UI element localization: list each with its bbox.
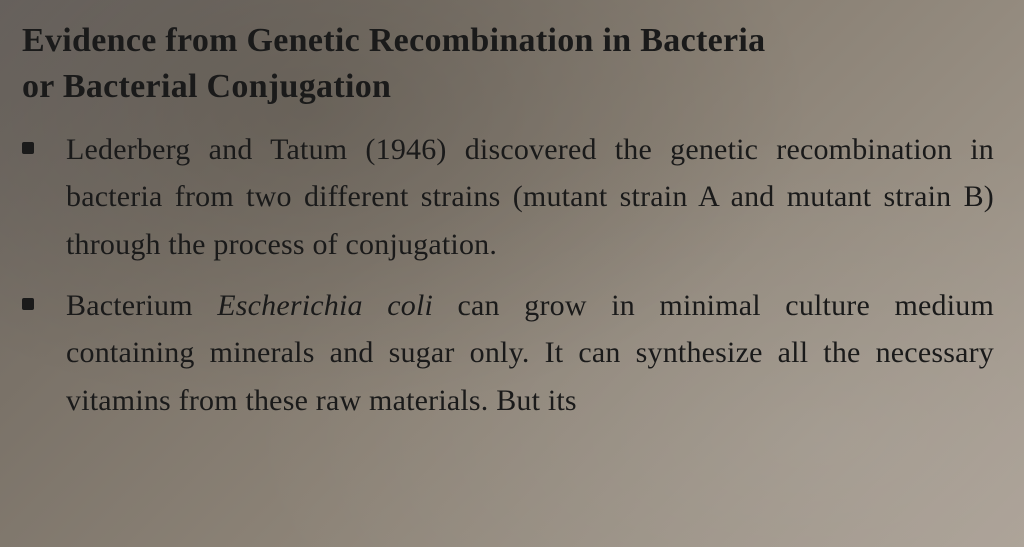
heading-line-2: or Bacterial Conjugation xyxy=(22,64,994,110)
bullet-item: Lederberg and Tatum (1946) discovered th… xyxy=(22,126,994,268)
bullet-item: Bacterium Escherichia coli can grow in m… xyxy=(22,282,994,424)
section-heading: Evidence from Genetic Recombination in B… xyxy=(22,18,994,110)
text-prefix: Bacterium xyxy=(66,289,217,322)
bullet-marker-icon xyxy=(22,142,34,154)
document-content: Evidence from Genetic Recombination in B… xyxy=(22,18,994,424)
heading-line-1: Evidence from Genetic Recombination in B… xyxy=(22,18,994,64)
italic-term: Escherichia coli xyxy=(217,289,433,322)
bullet-text: Lederberg and Tatum (1946) discovered th… xyxy=(66,126,994,268)
bullet-text: Bacterium Escherichia coli can grow in m… xyxy=(66,282,994,424)
bullet-marker-icon xyxy=(22,298,34,310)
